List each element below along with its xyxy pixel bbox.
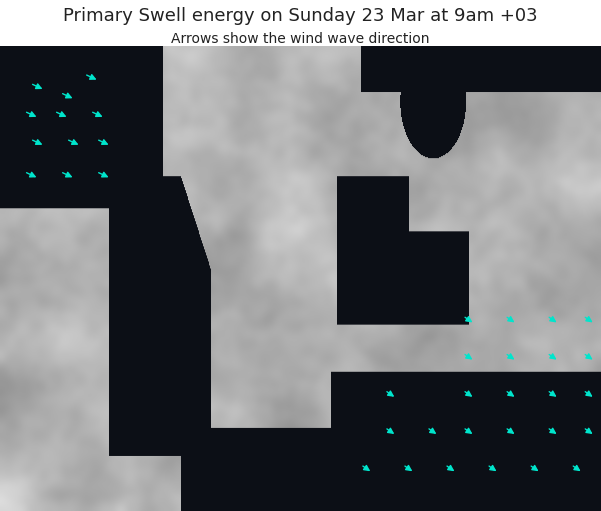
Text: Primary Swell energy on Sunday 23 Mar at 9am +03: Primary Swell energy on Sunday 23 Mar at… bbox=[63, 7, 538, 25]
Text: Arrows show the wind wave direction: Arrows show the wind wave direction bbox=[171, 32, 430, 46]
